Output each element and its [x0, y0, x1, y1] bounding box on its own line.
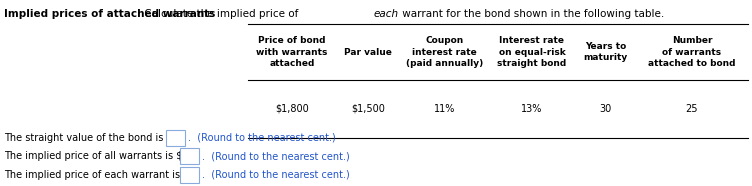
- Text: .  (Round to the nearest cent.): . (Round to the nearest cent.): [188, 133, 336, 143]
- Text: each: each: [374, 9, 399, 19]
- Text: 11%: 11%: [434, 104, 455, 114]
- Text: Years to
maturity: Years to maturity: [584, 42, 628, 62]
- Text: .  (Round to the nearest cent.): . (Round to the nearest cent.): [202, 170, 350, 180]
- Text: $1,500: $1,500: [351, 104, 385, 114]
- Bar: [180, 167, 199, 183]
- Text: Calculate the implied price of: Calculate the implied price of: [141, 9, 302, 19]
- Text: 30: 30: [599, 104, 612, 114]
- Text: Number
of warrants
attached to bond: Number of warrants attached to bond: [648, 36, 735, 68]
- Text: 13%: 13%: [521, 104, 543, 114]
- Text: Coupon
interest rate
(paid annually): Coupon interest rate (paid annually): [406, 36, 483, 68]
- Text: Price of bond
with warrants
attached: Price of bond with warrants attached: [256, 36, 328, 68]
- Bar: [165, 130, 185, 145]
- Text: Implied prices of attached warrants: Implied prices of attached warrants: [4, 9, 215, 19]
- Text: $1,800: $1,800: [275, 104, 309, 114]
- Bar: [180, 148, 199, 164]
- Text: Interest rate
on equal-risk
straight bond: Interest rate on equal-risk straight bon…: [497, 36, 566, 68]
- Text: .  (Round to the nearest cent.): . (Round to the nearest cent.): [202, 151, 350, 161]
- Text: 25: 25: [686, 104, 698, 114]
- Text: The implied price of each warrant is $: The implied price of each warrant is $: [4, 170, 190, 180]
- Text: warrant for the bond shown in the following table.: warrant for the bond shown in the follow…: [399, 9, 664, 19]
- Text: The straight value of the bond is $: The straight value of the bond is $: [4, 133, 172, 143]
- Text: Par value: Par value: [344, 48, 392, 57]
- Text: The implied price of all warrants is $: The implied price of all warrants is $: [4, 151, 182, 161]
